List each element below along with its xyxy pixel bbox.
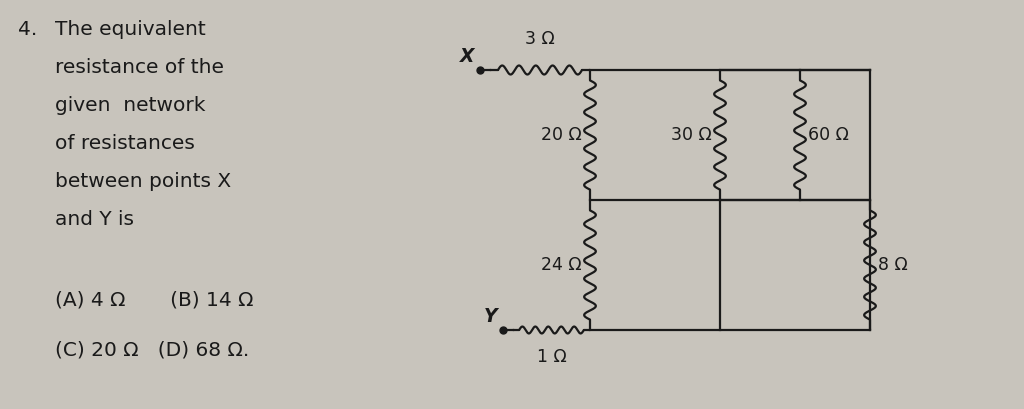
- Text: X: X: [460, 47, 474, 66]
- Text: 30 Ω: 30 Ω: [672, 126, 712, 144]
- Text: between points X: between points X: [55, 172, 231, 191]
- Text: The equivalent: The equivalent: [55, 20, 206, 39]
- Text: 20 Ω: 20 Ω: [542, 126, 582, 144]
- Text: resistance of the: resistance of the: [55, 58, 224, 77]
- Text: and Y is: and Y is: [55, 210, 134, 229]
- Text: of resistances: of resistances: [55, 134, 195, 153]
- Text: 3 Ω: 3 Ω: [525, 30, 555, 48]
- Text: 8 Ω: 8 Ω: [878, 256, 907, 274]
- Text: given  network: given network: [55, 96, 206, 115]
- Text: 4.: 4.: [18, 20, 37, 39]
- Text: (C) 20 Ω   (D) 68 Ω.: (C) 20 Ω (D) 68 Ω.: [55, 340, 249, 359]
- Text: 1 Ω: 1 Ω: [537, 348, 566, 366]
- Text: Y: Y: [483, 307, 497, 326]
- Text: 60 Ω: 60 Ω: [808, 126, 849, 144]
- Text: 24 Ω: 24 Ω: [542, 256, 582, 274]
- Text: (A) 4 Ω       (B) 14 Ω: (A) 4 Ω (B) 14 Ω: [55, 290, 254, 309]
